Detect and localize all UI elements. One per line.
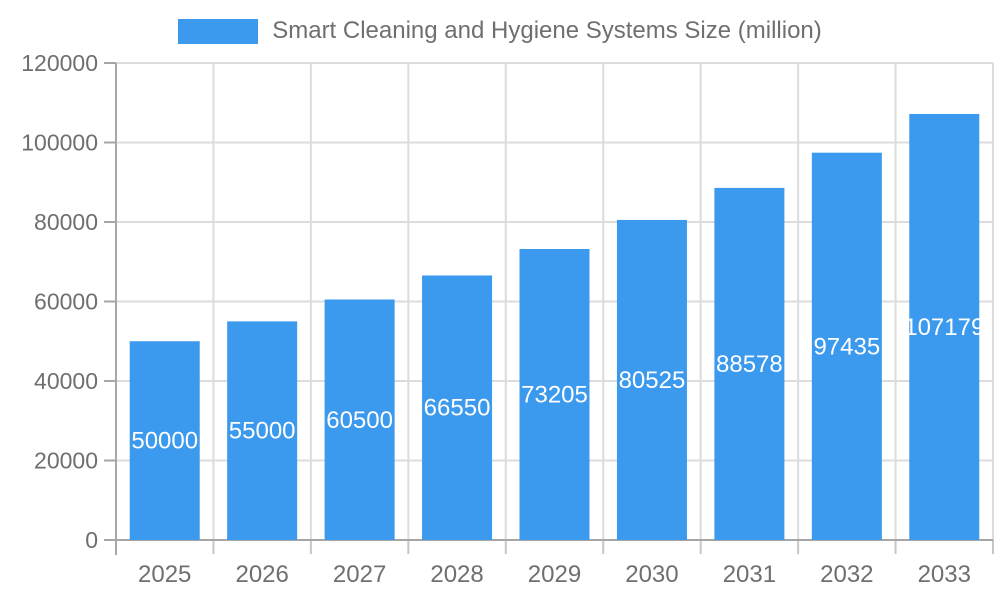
- bar[interactable]: [324, 299, 395, 540]
- bar[interactable]: [909, 113, 980, 541]
- y-tick-label: 40000: [34, 368, 98, 394]
- bar[interactable]: [811, 152, 882, 541]
- chart-legend[interactable]: Smart Cleaning and Hygiene Systems Size …: [0, 17, 1000, 45]
- bar-value-label: 88578: [716, 351, 783, 378]
- bar[interactable]: [616, 219, 687, 540]
- bar[interactable]: [422, 275, 493, 540]
- bar[interactable]: [714, 187, 785, 540]
- legend-label: Smart Cleaning and Hygiene Systems Size …: [272, 17, 822, 44]
- y-tick-label: 80000: [34, 209, 98, 235]
- bar[interactable]: [129, 341, 200, 540]
- bar[interactable]: [227, 321, 298, 540]
- bar-value-label: 107179: [904, 314, 984, 341]
- x-tick-label: 2031: [723, 561, 776, 588]
- x-tick-label: 2027: [333, 561, 386, 588]
- bar-value-label: 55000: [229, 418, 296, 445]
- x-tick-label: 2029: [528, 561, 581, 588]
- y-tick-label: 120000: [21, 50, 98, 76]
- y-tick-label: 100000: [21, 130, 98, 156]
- y-tick-label: 20000: [34, 448, 98, 474]
- x-tick-label: 2032: [820, 561, 873, 588]
- bar-value-label: 97435: [813, 333, 880, 360]
- x-tick-label: 2026: [235, 561, 288, 588]
- x-tick-label: 2030: [625, 561, 678, 588]
- bar[interactable]: [519, 249, 590, 540]
- bar-value-label: 50000: [131, 428, 198, 455]
- x-tick-label: 2028: [430, 561, 483, 588]
- y-tick-label: 0: [85, 527, 98, 553]
- y-tick-label: 60000: [34, 289, 98, 315]
- x-tick-label: 2025: [138, 561, 191, 588]
- bar-value-label: 60500: [326, 407, 393, 434]
- x-tick-label: 2033: [918, 561, 971, 588]
- bar-value-label: 73205: [521, 382, 588, 409]
- bar-value-label: 66550: [424, 395, 491, 422]
- bar-value-label: 80525: [619, 367, 686, 394]
- legend-swatch: [178, 18, 259, 44]
